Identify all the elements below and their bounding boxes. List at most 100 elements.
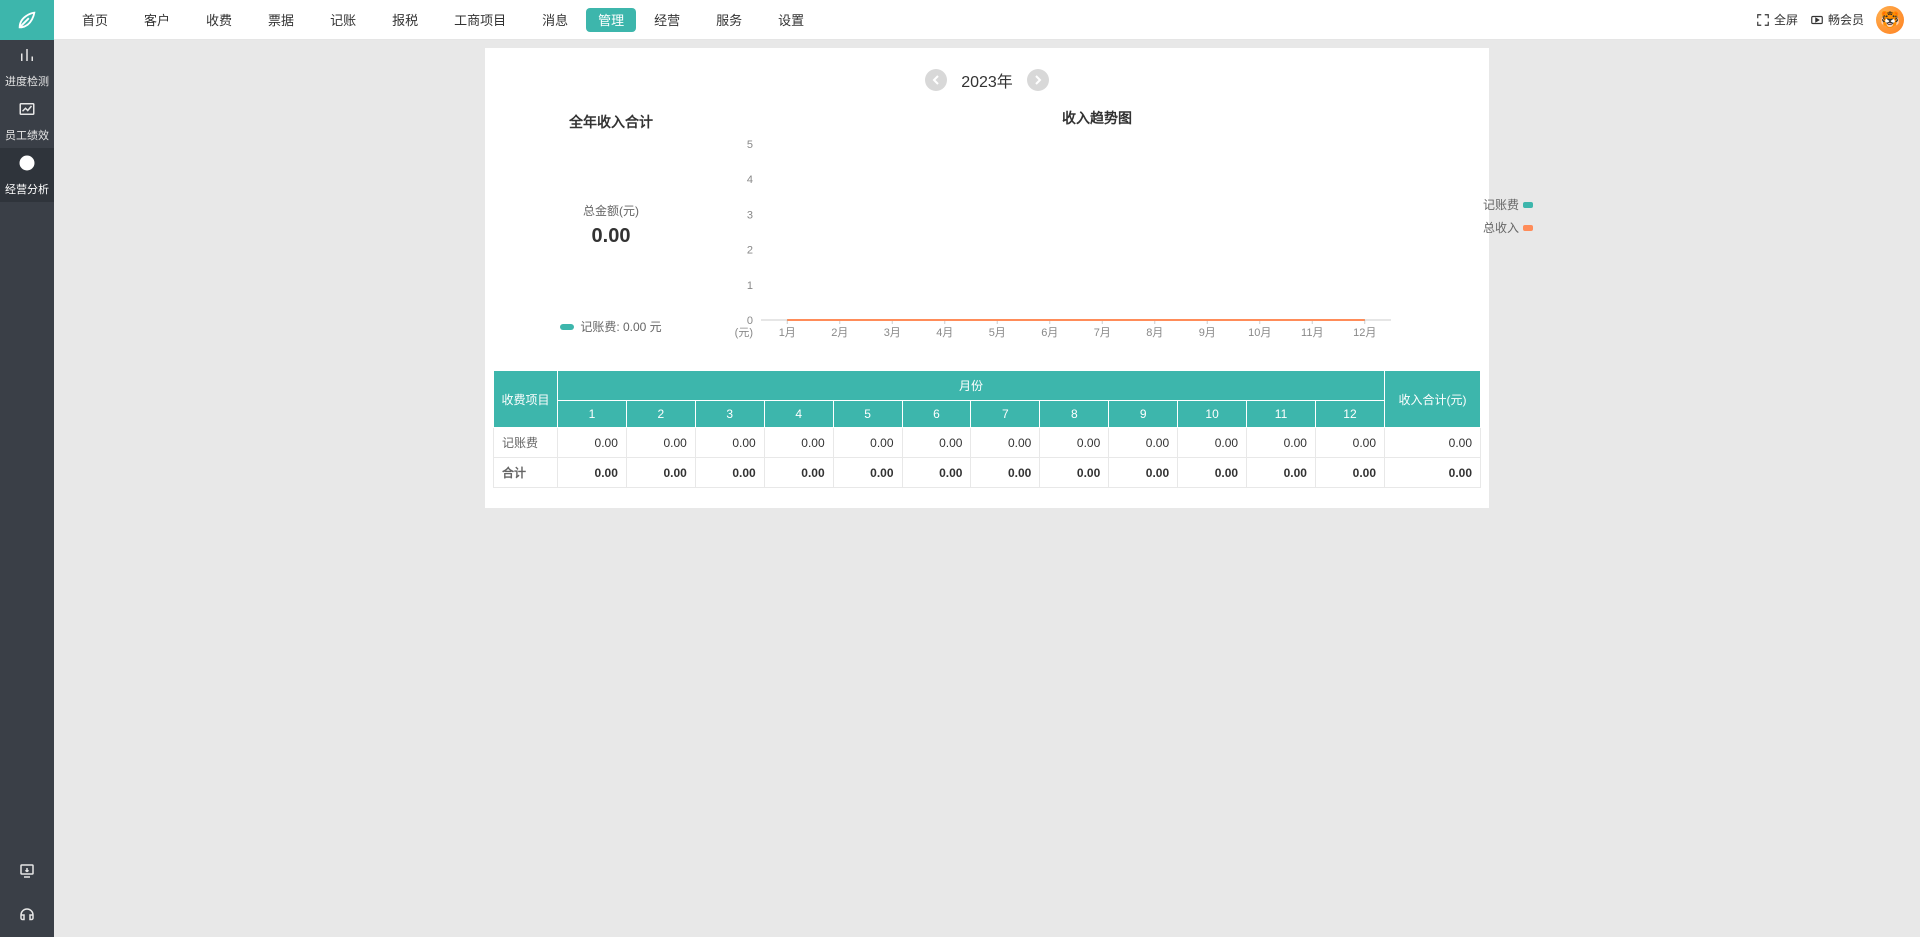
data-table: 收费项目月份收入合计(元)123456789101112 记账费0.000.00… bbox=[493, 370, 1481, 488]
cell: 0.00 bbox=[902, 428, 971, 458]
nav-item-6[interactable]: 工商项目 bbox=[436, 0, 524, 39]
cell: 0.00 bbox=[695, 458, 764, 488]
chart-column: 收入趋势图 012345(元)1月2月3月4月5月6月7月8月9月10月11月1… bbox=[721, 108, 1473, 346]
nav-item-1[interactable]: 客户 bbox=[126, 0, 188, 39]
pie-legend-label: 记账费: 0.00 元 bbox=[580, 318, 661, 335]
col-header-month: 3 bbox=[695, 401, 764, 428]
chart-section: 全年收入合计 总金额(元) 0.00 记账费: 0.00 元 收入趋势图 012… bbox=[485, 108, 1489, 370]
support-button[interactable] bbox=[0, 893, 54, 937]
svg-text:9月: 9月 bbox=[1199, 327, 1216, 339]
nav-item-2[interactable]: 收费 bbox=[188, 0, 250, 39]
cell: 0.00 bbox=[558, 428, 627, 458]
svg-text:2月: 2月 bbox=[831, 327, 848, 339]
summary-title: 全年收入合计 bbox=[569, 112, 653, 132]
col-header-month: 7 bbox=[971, 401, 1040, 428]
col-header-month: 11 bbox=[1247, 401, 1316, 428]
cell: 0.00 bbox=[626, 428, 695, 458]
cell: 0.00 bbox=[626, 458, 695, 488]
next-year-button[interactable] bbox=[1027, 69, 1049, 91]
headset-icon bbox=[18, 906, 36, 924]
top-nav: 首页客户收费票据记账报税工商项目消息管理经营服务设置 全屏 畅会员 🐯 bbox=[0, 0, 1920, 40]
avatar[interactable]: 🐯 bbox=[1876, 6, 1904, 34]
row-total: 0.00 bbox=[1385, 458, 1481, 488]
col-header-item: 收费项目 bbox=[494, 371, 558, 428]
legend-swatch bbox=[1523, 202, 1533, 208]
summary-column: 全年收入合计 总金额(元) 0.00 记账费: 0.00 元 bbox=[501, 108, 721, 346]
fullscreen-icon bbox=[1756, 13, 1770, 27]
col-header-month: 2 bbox=[626, 401, 695, 428]
cell: 0.00 bbox=[971, 428, 1040, 458]
svg-text:1: 1 bbox=[747, 280, 753, 292]
sidebar-item-label: 员工绩效 bbox=[5, 127, 49, 143]
pie-legend: 记账费: 0.00 元 bbox=[560, 318, 661, 335]
fullscreen-button[interactable]: 全屏 bbox=[1756, 11, 1798, 28]
legend-swatch bbox=[1523, 225, 1533, 231]
nav-item-9[interactable]: 经营 bbox=[636, 0, 698, 39]
cell: 0.00 bbox=[1247, 458, 1316, 488]
year-selector: 2023年 bbox=[485, 68, 1489, 92]
sidebar-item-0[interactable]: 进度检测 bbox=[0, 40, 54, 94]
col-header-month: 6 bbox=[902, 401, 971, 428]
svg-text:0: 0 bbox=[747, 315, 753, 327]
col-header-month: 9 bbox=[1109, 401, 1178, 428]
svg-text:5月: 5月 bbox=[989, 327, 1006, 339]
summary-value: 0.00 bbox=[592, 225, 631, 248]
sidebar-item-2[interactable]: 经营分析 bbox=[0, 148, 54, 202]
nav-item-4[interactable]: 记账 bbox=[312, 0, 374, 39]
row-name: 合计 bbox=[494, 458, 558, 488]
col-header-month: 4 bbox=[764, 401, 833, 428]
row-total: 0.00 bbox=[1385, 428, 1481, 458]
nav-item-7[interactable]: 消息 bbox=[524, 0, 586, 39]
nav-items: 首页客户收费票据记账报税工商项目消息管理经营服务设置 bbox=[64, 0, 822, 39]
col-header-month: 10 bbox=[1178, 401, 1247, 428]
col-header-month: 1 bbox=[558, 401, 627, 428]
chevron-right-icon bbox=[1034, 75, 1042, 85]
svg-text:3: 3 bbox=[747, 209, 753, 221]
logo[interactable] bbox=[0, 0, 54, 40]
cell: 0.00 bbox=[833, 428, 902, 458]
video-icon bbox=[1810, 13, 1824, 27]
sidebar: 进度检测员工绩效经营分析 bbox=[0, 40, 54, 937]
cell: 0.00 bbox=[1178, 458, 1247, 488]
nav-item-3[interactable]: 票据 bbox=[250, 0, 312, 39]
cell: 0.00 bbox=[764, 458, 833, 488]
nav-item-8[interactable]: 管理 bbox=[586, 8, 636, 32]
col-header-month: 12 bbox=[1315, 401, 1384, 428]
table-row: 合计0.000.000.000.000.000.000.000.000.000.… bbox=[494, 458, 1481, 488]
table-row: 记账费0.000.000.000.000.000.000.000.000.000… bbox=[494, 428, 1481, 458]
col-header-month-group: 月份 bbox=[558, 371, 1385, 401]
nav-item-0[interactable]: 首页 bbox=[64, 0, 126, 39]
svg-text:(元): (元) bbox=[735, 327, 753, 339]
col-header-month: 8 bbox=[1040, 401, 1109, 428]
member-button[interactable]: 畅会员 bbox=[1810, 11, 1864, 28]
nav-item-11[interactable]: 设置 bbox=[760, 0, 822, 39]
col-header-month: 5 bbox=[833, 401, 902, 428]
bar-icon bbox=[18, 46, 36, 69]
cell: 0.00 bbox=[1040, 428, 1109, 458]
sidebar-item-1[interactable]: 员工绩效 bbox=[0, 94, 54, 148]
legend-item: 记账费 bbox=[1483, 196, 1533, 213]
cell: 0.00 bbox=[971, 458, 1040, 488]
col-header-total: 收入合计(元) bbox=[1385, 371, 1481, 428]
nav-item-5[interactable]: 报税 bbox=[374, 0, 436, 39]
pie-icon bbox=[18, 154, 36, 177]
cell: 0.00 bbox=[1247, 428, 1316, 458]
main-area: 2023年 全年收入合计 总金额(元) 0.00 记账费: 0.00 元 收入趋… bbox=[54, 40, 1920, 937]
cell: 0.00 bbox=[1178, 428, 1247, 458]
svg-text:6月: 6月 bbox=[1041, 327, 1058, 339]
line-icon bbox=[18, 100, 36, 123]
cell: 0.00 bbox=[902, 458, 971, 488]
cell: 0.00 bbox=[695, 428, 764, 458]
cell: 0.00 bbox=[1315, 458, 1384, 488]
svg-text:12月: 12月 bbox=[1353, 327, 1376, 339]
nav-item-10[interactable]: 服务 bbox=[698, 0, 760, 39]
download-button[interactable] bbox=[0, 849, 54, 893]
summary-label: 总金额(元) bbox=[583, 202, 639, 219]
svg-text:7月: 7月 bbox=[1094, 327, 1111, 339]
svg-text:4月: 4月 bbox=[936, 327, 953, 339]
leaf-icon bbox=[16, 9, 38, 31]
sidebar-item-label: 进度检测 bbox=[5, 73, 49, 89]
prev-year-button[interactable] bbox=[925, 69, 947, 91]
cell: 0.00 bbox=[764, 428, 833, 458]
svg-text:10月: 10月 bbox=[1248, 327, 1271, 339]
